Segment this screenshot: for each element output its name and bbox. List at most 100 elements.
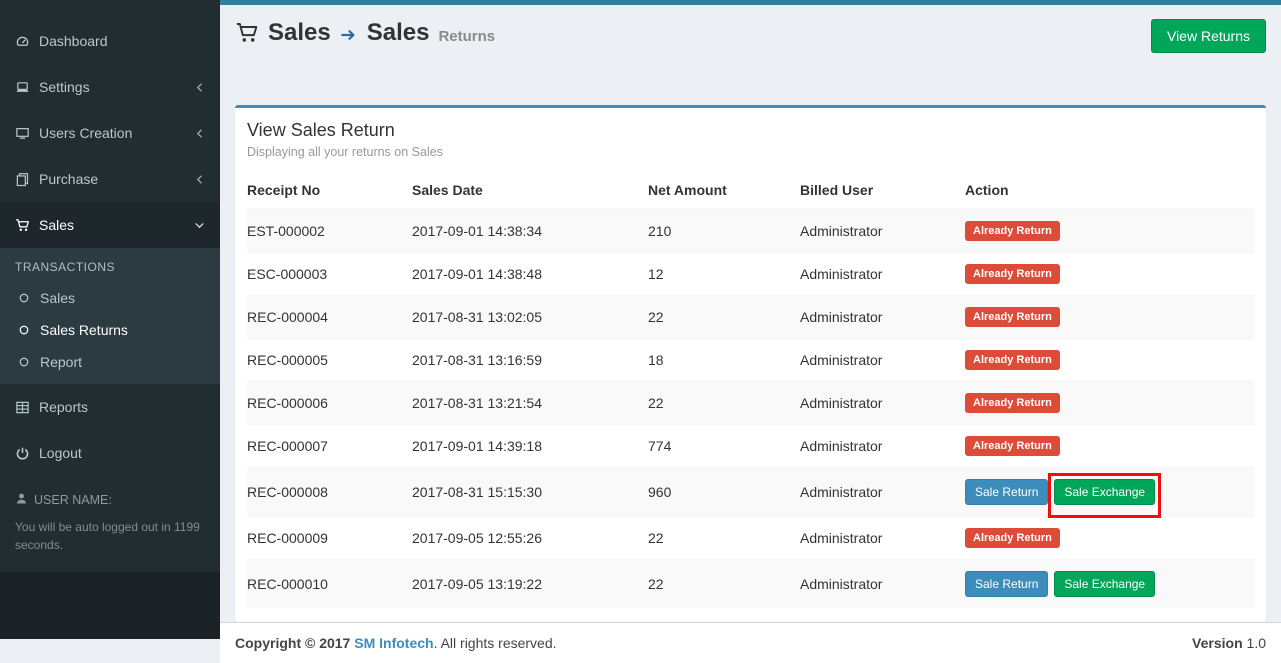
main-area: Sales Sales Returns View Returns View Sa… <box>220 0 1281 663</box>
view-returns-button[interactable]: View Returns <box>1150 19 1266 53</box>
sidebar-item-label: Logout <box>39 445 82 461</box>
chevron-left-icon <box>194 128 205 139</box>
sidebar-item-users-creation[interactable]: Users Creation <box>0 110 220 156</box>
table-row: REC-000004 2017-08-31 13:02:05 22 Administr… <box>247 295 1254 339</box>
table-row: ESC-000003 2017-09-01 14:38:48 12 Administr… <box>247 252 1254 296</box>
chevron-down-icon <box>194 220 205 231</box>
user-cell: Administrator <box>800 424 965 468</box>
date-cell: 2017-08-31 13:16:59 <box>412 338 648 382</box>
user-cell: Administrator <box>800 559 965 608</box>
receipt-cell: ESC-000003 <box>247 252 412 296</box>
sidebar-menu: Dashboard Settings Users Creation <box>0 0 220 476</box>
table-row: REC-000005 2017-08-31 13:16:59 18 Administr… <box>247 338 1254 382</box>
amount-cell: 960 <box>648 467 800 517</box>
user-cell: Administrator <box>800 209 965 253</box>
already-return-badge: Already Return <box>965 528 1060 548</box>
table-body: EST-000002 2017-09-01 14:38:34 210 Administ… <box>247 209 1254 608</box>
submenu-item-label: Sales Returns <box>40 322 128 338</box>
amount-cell: 22 <box>648 516 800 560</box>
action-cell: Already Return <box>965 295 1254 339</box>
circle-o-icon <box>18 324 40 336</box>
version-label: Version <box>1192 635 1243 651</box>
sales-submenu: TRANSACTIONS Sales Sales Returns <box>0 248 220 384</box>
table-row: REC-000008 2017-08-31 15:15:30 960 Administ… <box>247 467 1254 518</box>
date-cell: 2017-08-31 13:21:54 <box>412 381 648 425</box>
red-highlight-annotation: Sale Exchange <box>1048 473 1161 518</box>
already-return-badge: Already Return <box>965 350 1060 370</box>
already-return-badge: Already Return <box>965 436 1060 456</box>
top-navbar-strip <box>220 0 1281 5</box>
action-cell: Already Return <box>965 338 1254 382</box>
amount-cell: 12 <box>648 252 800 296</box>
copyright-text: Copyright © 2017 SM Infotech. All rights… <box>235 635 557 651</box>
user-cell: Administrator <box>800 338 965 382</box>
sidebar-user-section: USER NAME: <box>0 476 220 514</box>
column-header: Billed User <box>800 171 965 210</box>
amount-cell: 22 <box>648 295 800 339</box>
auto-logout-notice: You will be auto logged out in 1199 seco… <box>15 520 200 552</box>
copyright-prefix: Copyright © 2017 <box>235 635 351 651</box>
receipt-cell: REC-000009 <box>247 516 412 560</box>
receipt-cell: REC-000008 <box>247 467 412 517</box>
version-value: 1.0 <box>1246 635 1266 651</box>
card-title: View Sales Return <box>247 120 395 140</box>
sidebar-item-reports[interactable]: Reports <box>0 384 220 430</box>
amount-cell: 22 <box>648 381 800 425</box>
sale-return-button[interactable]: Sale Return <box>965 479 1049 505</box>
already-return-badge: Already Return <box>965 307 1060 327</box>
sidebar-item-label: Dashboard <box>39 33 108 49</box>
sidebar-item-settings[interactable]: Settings <box>0 64 220 110</box>
title-primary: Sales <box>268 19 331 46</box>
date-cell: 2017-09-05 13:19:22 <box>412 559 648 608</box>
receipt-cell: REC-000006 <box>247 381 412 425</box>
already-return-badge: Already Return <box>965 221 1060 241</box>
submenu-item-sales[interactable]: Sales <box>0 282 220 314</box>
sales-returns-table: Receipt No Sales Date Net Amount Billed Use… <box>247 171 1254 608</box>
card-subtitle: Displaying all your returns on Sales <box>247 145 443 159</box>
column-header: Receipt No <box>247 171 412 210</box>
desktop-icon <box>15 126 39 141</box>
sidebar-item-sales[interactable]: Sales <box>0 202 220 248</box>
sidebar-item-logout[interactable]: Logout <box>0 430 220 476</box>
title-secondary: Sales <box>366 19 430 46</box>
date-cell: 2017-08-31 13:02:05 <box>412 295 648 339</box>
company-link[interactable]: SM Infotech <box>354 635 434 651</box>
sidebar-footer-area <box>0 572 220 639</box>
sidebar-item-purchase[interactable]: Purchase <box>0 156 220 202</box>
sale-exchange-button[interactable]: Sale Exchange <box>1054 479 1156 505</box>
content-header: Sales Sales Returns View Returns <box>220 5 1281 63</box>
card-header: View Sales Return Displaying all your re… <box>235 108 1266 159</box>
chevron-left-icon <box>194 82 205 93</box>
already-return-badge: Already Return <box>965 393 1060 413</box>
column-header: Sales Date <box>412 171 648 210</box>
cart-icon <box>235 21 259 45</box>
sales-return-card: View Sales Return Displaying all your re… <box>235 105 1266 622</box>
receipt-cell: EST-000002 <box>247 209 412 253</box>
user-icon <box>15 492 28 508</box>
version-text: Version 1.0 <box>1192 635 1266 651</box>
user-cell: Administrator <box>800 381 965 425</box>
date-cell: 2017-09-01 14:39:18 <box>412 424 648 468</box>
dashboard-icon <box>15 34 39 49</box>
laptop-icon <box>15 80 39 95</box>
page-title: Sales Sales Returns <box>235 19 495 47</box>
copyright-suffix: . All rights reserved. <box>433 635 557 651</box>
date-cell: 2017-09-01 14:38:48 <box>412 252 648 296</box>
receipt-cell: REC-000010 <box>247 559 412 608</box>
user-cell: Administrator <box>800 467 965 517</box>
sale-return-button[interactable]: Sale Return <box>965 571 1049 597</box>
copy-icon <box>15 172 39 187</box>
sidebar-item-label: Sales <box>39 217 75 233</box>
table-row: REC-000006 2017-08-31 13:21:54 22 Administr… <box>247 381 1254 425</box>
sidebar-item-dashboard[interactable]: Dashboard <box>0 18 220 64</box>
date-cell: 2017-09-05 12:55:26 <box>412 516 648 560</box>
submenu-item-report[interactable]: Report <box>0 346 220 378</box>
sidebar-item-label: Reports <box>39 399 89 415</box>
sidebar-item-label: Purchase <box>39 171 99 187</box>
date-cell: 2017-09-01 14:38:34 <box>412 209 648 253</box>
action-cell: Sale Return Sale Exchange <box>965 559 1254 608</box>
table-row: EST-000002 2017-09-01 14:38:34 210 Administ… <box>247 209 1254 253</box>
sale-exchange-button[interactable]: Sale Exchange <box>1054 571 1156 597</box>
submenu-item-sales-returns[interactable]: Sales Returns <box>0 314 220 346</box>
